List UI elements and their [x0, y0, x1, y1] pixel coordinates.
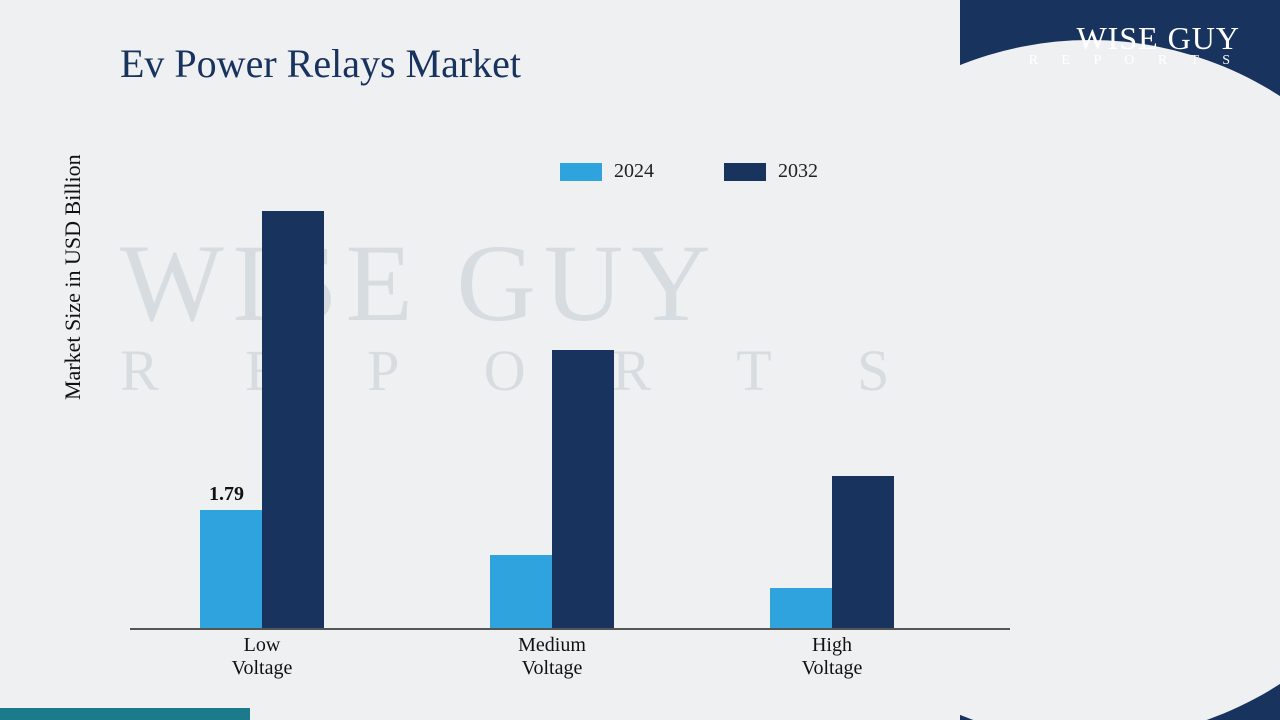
- bar-2032-2: [832, 476, 894, 628]
- chart-stage: WISE GUY R E P O R T S WISE GUY R E P O …: [0, 0, 1280, 720]
- bar-group-1: Medium Voltage: [490, 350, 614, 628]
- legend-item-1: 2032: [724, 160, 818, 183]
- legend-swatch-0: [560, 163, 602, 181]
- bar-2032-1: [552, 350, 614, 628]
- bar-2024-0: [200, 510, 262, 628]
- legend-swatch-1: [724, 163, 766, 181]
- bar-group-0: Low Voltage: [200, 211, 324, 628]
- value-label-0-0: 1.79: [209, 483, 244, 506]
- bar-2024-2: [770, 588, 832, 628]
- bottom-accent-bar: [0, 708, 250, 720]
- bar-2032-0: [262, 211, 324, 628]
- y-axis-label: Market Size in USD Billion: [60, 154, 86, 400]
- legend-label-0: 2024: [614, 160, 654, 183]
- chart-title: Ev Power Relays Market: [120, 40, 521, 87]
- legend-label-1: 2032: [778, 160, 818, 183]
- brand-line2: R E P O R T S: [1029, 53, 1240, 69]
- plot-area: Low Voltage Medium Voltage High Voltage 1.7…: [130, 200, 1010, 630]
- category-label-1: Medium Voltage: [518, 634, 586, 680]
- x-axis-baseline: [130, 628, 1010, 630]
- category-label-2: High Voltage: [802, 634, 863, 680]
- category-label-0: Low Voltage: [232, 634, 293, 680]
- brand-line1: WISE GUY: [1029, 20, 1240, 57]
- legend: 2024 2032: [560, 160, 818, 183]
- brand-logo: WISE GUY R E P O R T S: [1029, 20, 1240, 69]
- legend-item-0: 2024: [560, 160, 654, 183]
- bar-2024-1: [490, 555, 552, 628]
- bar-group-2: High Voltage: [770, 476, 894, 628]
